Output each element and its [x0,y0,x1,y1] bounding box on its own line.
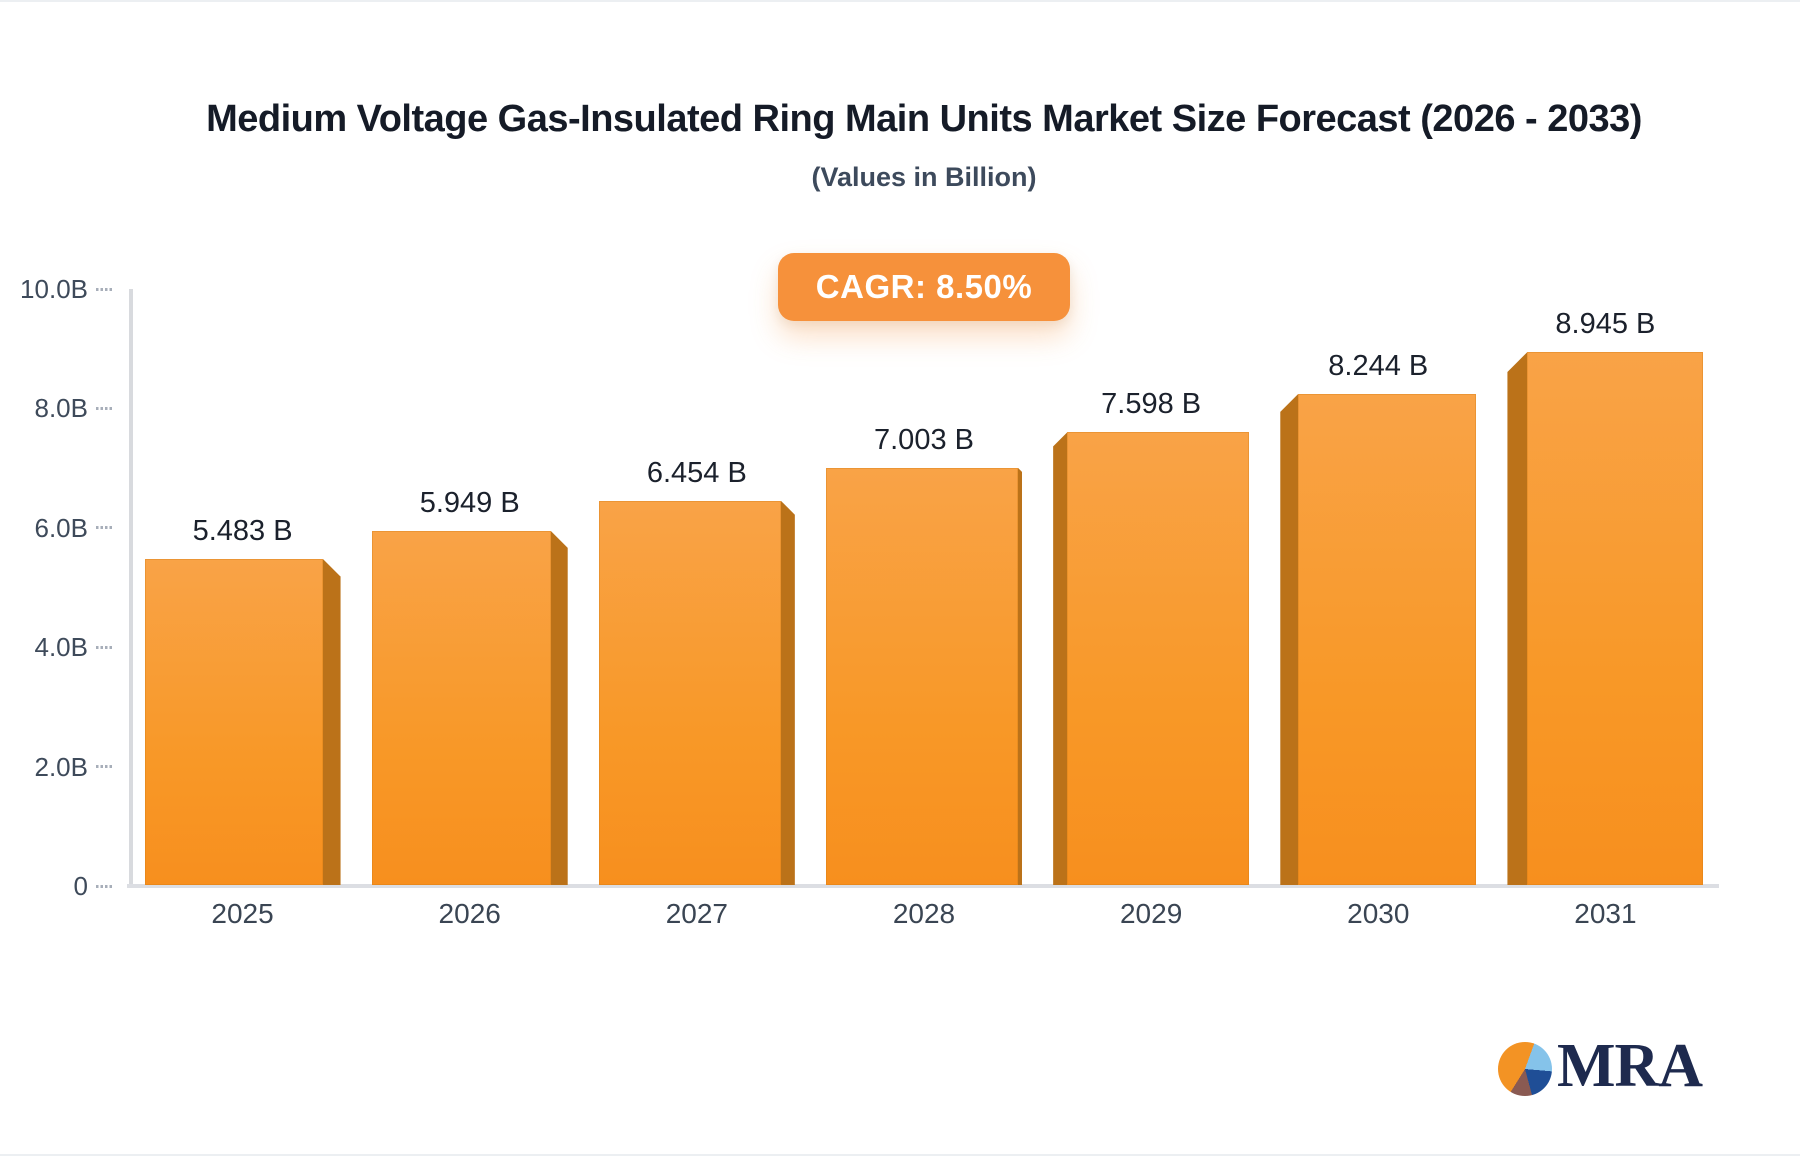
page-top-border [0,0,1800,2]
bar-value-label-2026: 5.949 B [419,486,520,519]
x-axis-label-2025: 2025 [211,898,274,929]
bar-value-label-2028: 7.003 B [874,423,974,456]
y-axis-tick-label: 2.0B [34,751,89,782]
y-axis-tick-mark [96,287,114,291]
x-axis-line [127,884,1719,888]
logo-text: MRA [1557,1032,1703,1100]
bar-side-face-2028 [1018,467,1022,885]
y-axis-line [129,289,133,888]
page-title: Medium Voltage Gas-Insulated Ring Main U… [206,98,1642,140]
bar-side-face-2029 [1053,432,1068,885]
bar-value-label-2031: 8.945 B [1555,307,1656,340]
page-subtitle: (Values in Billion) [811,162,1037,192]
cagr-badge: CAGR: 8.50% [777,253,1071,321]
bar-side-face-2030 [1280,393,1299,885]
bar-side-face-2027 [780,500,795,885]
pie-chart-logo-icon [1498,1042,1552,1096]
y-axis-tick-label: 4.0B [34,632,89,663]
y-axis-tick-mark [96,765,114,769]
bar-value-label-2029: 7.598 B [1101,388,1202,421]
x-axis-label-2031: 2031 [1574,898,1637,929]
y-axis-tick-label: 0 [73,871,88,901]
x-axis-label-2028: 2028 [892,898,956,929]
bar-side-face-2031 [1507,351,1528,885]
bar-side-face-2025 [322,558,341,885]
bar-2029 [1067,432,1250,885]
mra-logo: MRA [1498,1032,1703,1102]
bar-2025 [144,558,323,885]
bar-2026 [371,530,551,885]
x-axis-label-2027: 2027 [665,898,728,929]
bar-2028 [826,467,1018,885]
y-axis-tick-label: 6.0B [34,512,89,543]
bar-2030 [1298,393,1477,885]
cagr-badge-row: CAGR: 8.50% [48,253,1800,321]
y-axis-tick-label: 8.0B [34,393,89,424]
page-bottom-border [0,1154,1800,1156]
bar-2027 [598,500,781,885]
x-axis-label-2030: 2030 [1347,898,1410,929]
x-axis-label-2026: 2026 [438,898,501,929]
bar-value-label-2030: 8.244 B [1328,349,1429,382]
bar-side-face-2026 [550,530,568,885]
y-axis-tick-mark [96,406,114,410]
y-axis-tick-mark [96,884,114,888]
x-axis-label-2029: 2029 [1119,898,1183,929]
y-axis-tick-mark [96,645,114,649]
bar-value-label-2027: 6.454 B [646,456,747,489]
bar-value-label-2025: 5.483 B [192,514,293,547]
y-axis-tick-mark [96,526,114,530]
bar-2031 [1527,351,1704,885]
y-axis-tick-label: 10.0B [20,274,88,304]
